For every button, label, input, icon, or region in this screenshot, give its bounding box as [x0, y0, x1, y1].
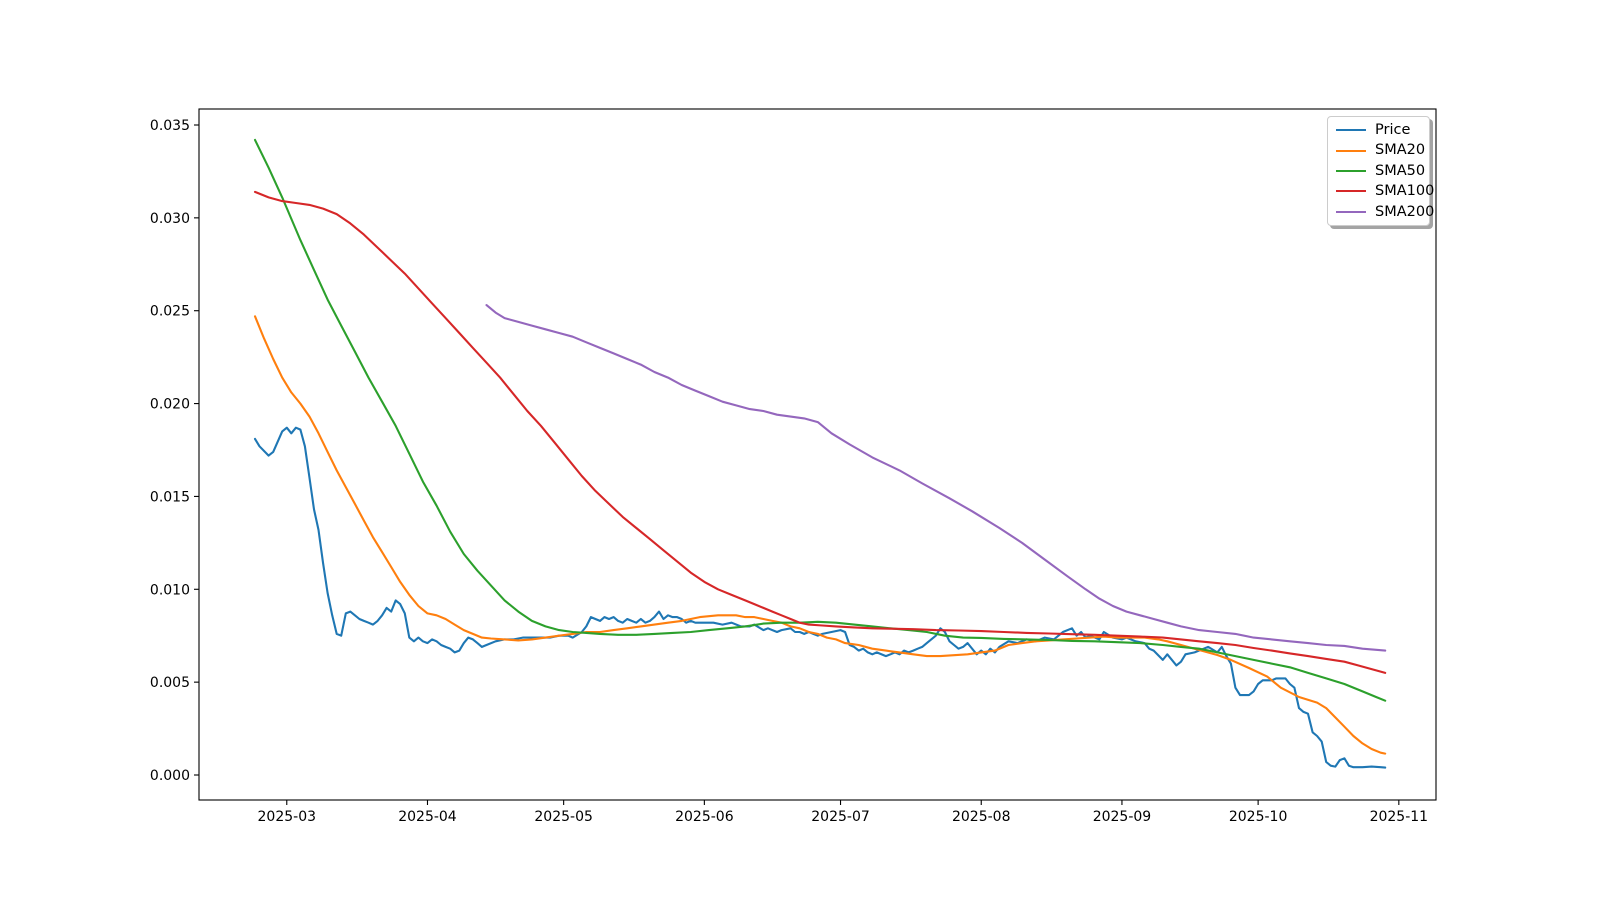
- x-tick-label: 2025-06: [675, 809, 734, 825]
- y-tick-label: 0.015: [150, 489, 190, 505]
- x-tick-label: 2025-04: [398, 809, 457, 825]
- legend-line-swatch-price: [1336, 129, 1366, 132]
- y-tick-label: 0.010: [150, 582, 190, 598]
- legend-line-swatch-sma200: [1336, 210, 1366, 213]
- series-line-sma50: [253, 138, 1387, 702]
- y-tick-label: 0.030: [150, 211, 190, 227]
- x-tick-label: 2025-03: [258, 809, 317, 825]
- y-tick-label: 0.005: [150, 675, 190, 691]
- legend-item-sma100: SMA100: [1328, 181, 1434, 201]
- series-line-sma200: [485, 304, 1387, 652]
- legend-label-sma200: SMA200: [1375, 203, 1435, 220]
- x-tick-label: 2025-10: [1229, 809, 1288, 825]
- y-tick-label: 0.035: [150, 118, 190, 134]
- legend-line-swatch-sma20: [1336, 149, 1366, 152]
- legend-label-sma100: SMA100: [1375, 183, 1435, 200]
- chart-legend: Price SMA20 SMA50 SMA100 SMA200: [1327, 116, 1434, 226]
- legend-line-swatch-sma50: [1336, 169, 1366, 173]
- y-tick-label: 0.020: [150, 397, 190, 413]
- x-tick-label: 2025-09: [1093, 809, 1152, 825]
- legend-label-price: Price: [1375, 121, 1411, 138]
- legend-label-sma20: SMA20: [1375, 142, 1426, 159]
- legend-item-sma20: SMA20: [1328, 140, 1429, 160]
- legend-item-sma200: SMA200: [1328, 202, 1434, 222]
- series-line-sma20: [253, 315, 1387, 755]
- series-line-price: [253, 426, 1387, 769]
- series-line-sma100: [253, 190, 1387, 674]
- plot-frame: [198, 108, 1437, 801]
- x-tick-label: 2025-11: [1370, 809, 1429, 825]
- x-tick-label: 2025-08: [952, 809, 1011, 825]
- legend-label-sma50: SMA50: [1375, 162, 1426, 179]
- x-tick-label: 2025-07: [811, 809, 870, 825]
- legend-item-sma50: SMA50: [1328, 161, 1429, 181]
- legend-item-price: Price: [1328, 120, 1429, 140]
- y-tick-label: 0.025: [150, 304, 190, 320]
- legend-line-swatch-sma100: [1336, 190, 1366, 193]
- x-tick-label: 2025-05: [534, 809, 593, 825]
- y-tick-label: 0.000: [150, 768, 190, 784]
